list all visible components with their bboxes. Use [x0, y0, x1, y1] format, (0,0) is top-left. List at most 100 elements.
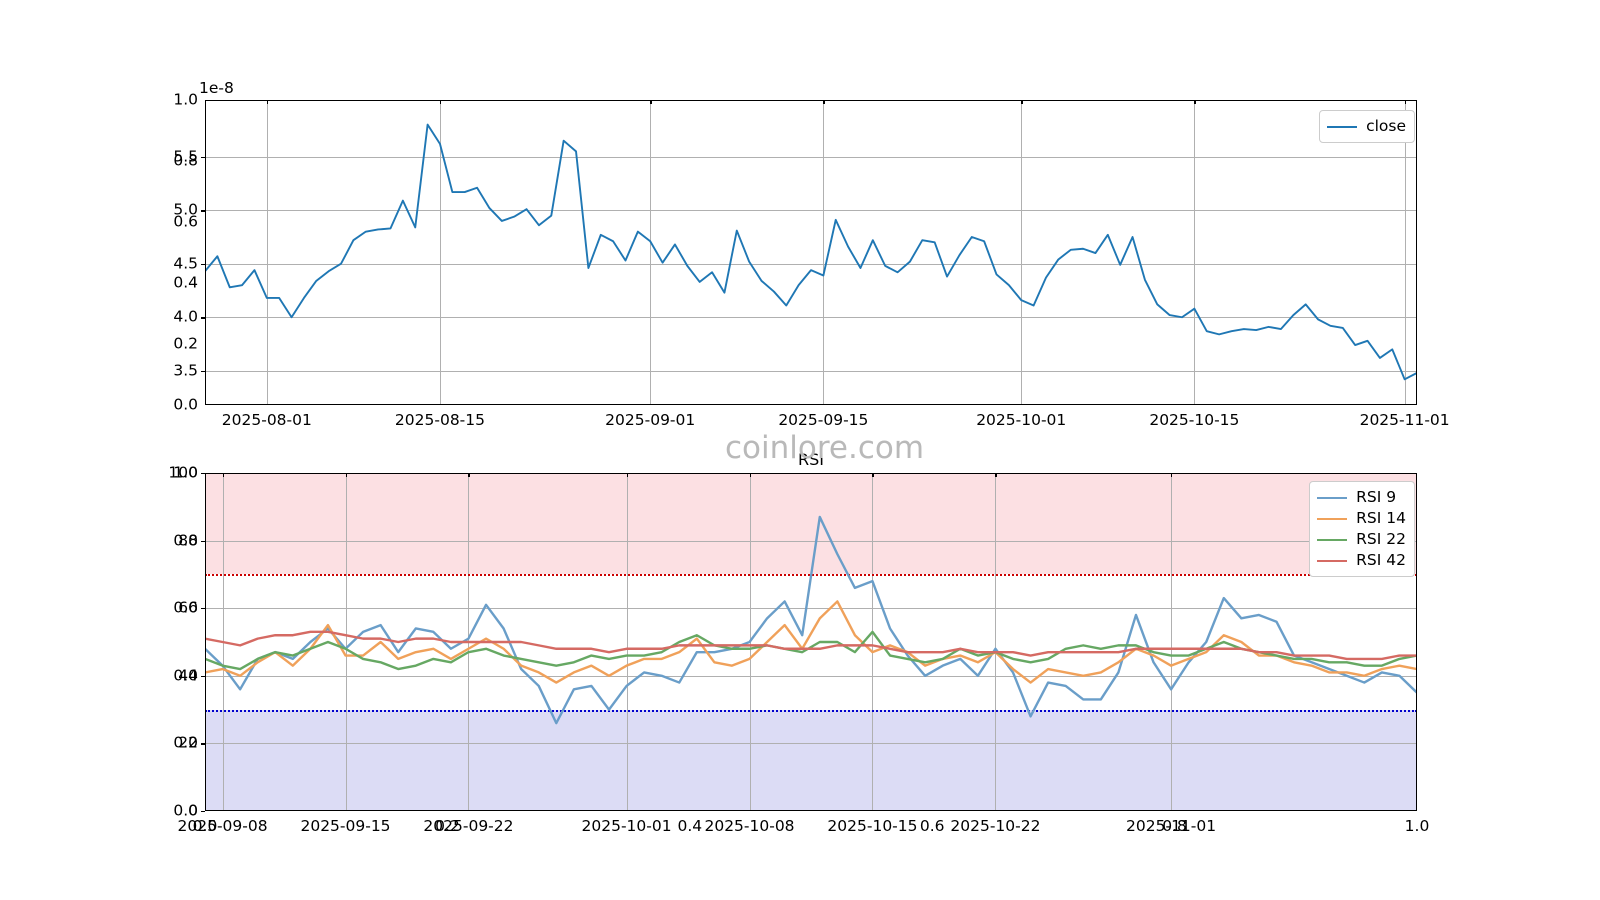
price-gridline-v	[650, 100, 652, 405]
rsi-x-tick-label: 2025-10-22	[950, 817, 1041, 835]
price-gridline-h	[205, 210, 1417, 212]
price-x-tick-label: 2025-10-01	[976, 411, 1067, 429]
price-x-tickmark	[823, 100, 825, 104]
rsi-x-tickmark	[1171, 473, 1173, 477]
rsi-legend: RSI 9 RSI 14 RSI 22 RSI 42	[1309, 481, 1415, 577]
rsi-legend-swatch	[1317, 517, 1348, 520]
rsi-gridline-v	[1171, 473, 1173, 811]
rsi-overlay-x-tick-label: 0.6	[919, 817, 945, 835]
price-legend-item: close	[1327, 116, 1406, 137]
price-x-tickmark	[1021, 100, 1023, 104]
rsi-y-tickmark	[201, 540, 205, 542]
rsi-y-tick-label: 100	[168, 463, 198, 482]
price-x-tickmark	[439, 100, 442, 104]
rsi-overlay-x-tick-label: 0.4	[677, 817, 703, 835]
rsi-x-tickmark	[468, 473, 470, 477]
price-legend-label: close	[1366, 116, 1406, 135]
price-legend: close	[1319, 110, 1415, 143]
price-y-tick-label: 3.5	[173, 361, 198, 379]
oversold-threshold-line	[205, 709, 1417, 712]
rsi-gridline-h	[205, 675, 1417, 677]
price-gridline-v	[1404, 100, 1406, 405]
rsi-gridline-h	[205, 608, 1417, 610]
oversold-band	[205, 709, 1417, 811]
rsi-x-tick-label: 2025-09-15	[300, 817, 391, 835]
rsi-gridline-h	[205, 743, 1417, 745]
price-plot-area	[205, 100, 1417, 405]
rsi-x-tickmark	[995, 473, 997, 477]
price-axes-frame	[205, 100, 1417, 405]
price-x-tickmark	[266, 100, 269, 104]
rsi-overlay-x-tick-label: 1.0	[1404, 817, 1430, 835]
rsi-axes-frame	[205, 473, 1417, 811]
price-gridline-v	[266, 100, 268, 405]
price-overlay-y-tick-label: 1.0	[173, 90, 198, 109]
price-gridline-v	[439, 100, 441, 405]
price-y-tickmark	[201, 370, 205, 373]
rsi-x-tick-label: 2025-09-22	[423, 817, 514, 835]
rsi-legend-label: RSI 22	[1356, 529, 1406, 548]
rsi-plot-area	[205, 473, 1417, 811]
rsi-legend-label: RSI 9	[1356, 487, 1397, 506]
price-x-tick-label: 2025-09-15	[778, 411, 869, 429]
rsi-y-tickmark	[201, 675, 205, 678]
rsi-legend-swatch	[1317, 538, 1348, 541]
price-y-tick-label: 4.0	[173, 307, 198, 326]
rsi-x-tick-label: 2025-10-15	[827, 817, 918, 835]
rsi-gridline-v	[626, 473, 628, 811]
rsi-y-tickmark	[201, 608, 205, 610]
price-y-tick-label: 5.0	[173, 200, 198, 219]
rsi-gridline-v	[872, 473, 874, 811]
rsi-y-tick-label: 80	[178, 530, 198, 549]
rsi-x-tick-label: 2025-10-01	[581, 817, 672, 835]
price-y-tickmark	[201, 263, 205, 266]
rsi-legend-item: RSI 9	[1317, 487, 1406, 508]
rsi-x-tickmark	[872, 473, 874, 477]
price-x-tickmark	[650, 100, 652, 104]
rsi-panel-title: RSI	[798, 450, 824, 469]
price-gridline-v	[823, 100, 825, 405]
rsi-lines	[205, 473, 1417, 811]
price-overlay-y-tick-label: 0.2	[173, 334, 198, 353]
price-x-tick-label: 2025-11-01	[1359, 411, 1450, 429]
rsi-chart-axes: RSI 100 80 60 40 20 0 2025-09-08 2025-09-15 202…	[168, 450, 1417, 834]
price-gridline-v	[1021, 100, 1023, 405]
rsi-legend-label: RSI 14	[1356, 508, 1406, 527]
price-x-tickmark	[1404, 100, 1406, 104]
price-x-tick-label: 2025-10-15	[1149, 411, 1240, 429]
price-y-tickmark	[201, 210, 205, 212]
rsi-y-tickmark	[201, 811, 205, 813]
rsi-x-tickmark	[749, 473, 751, 477]
rsi-gridline-v	[995, 473, 997, 811]
rsi-x-tick-label: 2025-11-01	[1126, 817, 1217, 835]
rsi-y-tick-label: 60	[178, 598, 198, 617]
price-y-tickmark	[201, 156, 205, 159]
rsi-legend-item: RSI 14	[1317, 508, 1406, 529]
price-legend-swatch	[1327, 125, 1358, 128]
rsi-x-tick-label: 2025-10-08	[704, 817, 795, 835]
coinlore-watermark: coinlore.com	[725, 430, 925, 466]
rsi-legend-item: RSI 22	[1317, 529, 1406, 550]
price-y-tickmark	[201, 317, 205, 319]
price-y-tick-label: 5.5	[173, 146, 198, 165]
close-price-line	[205, 100, 1417, 405]
rsi-legend-label: RSI 42	[1356, 550, 1406, 569]
overbought-band	[205, 473, 1417, 575]
price-gridline-h	[205, 370, 1417, 372]
rsi-y-tickmark	[201, 743, 205, 745]
price-gridline-v	[1194, 100, 1196, 405]
rsi-legend-item: RSI 42	[1317, 550, 1406, 571]
rsi-x-tickmark	[626, 473, 628, 477]
price-x-tickmark	[1194, 100, 1196, 104]
rsi-x-tickmark	[222, 473, 224, 477]
price-y-tick-label: 4.5	[173, 253, 198, 272]
rsi-legend-swatch	[1317, 496, 1348, 499]
rsi-x-tick-label: 2025-09-08	[177, 817, 268, 835]
price-y-offset-text: 1e-8	[199, 79, 234, 97]
rsi-y-tick-label: 0	[188, 801, 198, 820]
rsi-legend-swatch	[1317, 559, 1348, 562]
price-chart-axes: 1e-8 5.5 5.0 4.5 4.0 3.5 2025-08-01 2025-08-1…	[173, 79, 1449, 428]
price-gridline-h	[205, 156, 1417, 158]
price-gridline-h	[205, 263, 1417, 265]
